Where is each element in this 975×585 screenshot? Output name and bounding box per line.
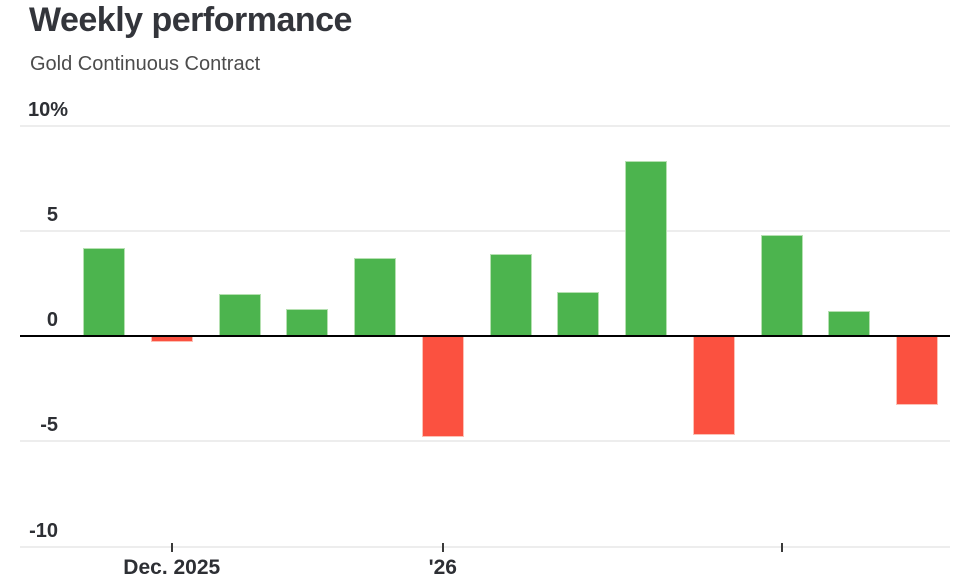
x-axis-label: Dec. 2025 — [123, 556, 221, 579]
x-axis-tick — [441, 543, 444, 552]
gridline — [20, 440, 950, 443]
y-axis-label: 5 — [46, 203, 58, 226]
bar-week-5 — [354, 258, 396, 336]
y-axis-label: 10% — [27, 98, 68, 121]
y-axis-label: 0 — [46, 309, 58, 331]
x-axis-tick — [780, 543, 783, 552]
bar-week-7 — [489, 253, 532, 336]
bar-week-6 — [421, 335, 464, 438]
y-axis-label: -5 — [40, 414, 58, 437]
bar-week-13 — [896, 335, 938, 406]
bar-week-12 — [828, 310, 871, 336]
bar-week-1 — [83, 247, 125, 336]
bar-week-3 — [218, 293, 261, 336]
bar-week-8 — [557, 291, 600, 336]
zero-axis-line — [20, 334, 950, 337]
gridline — [20, 124, 950, 127]
bar-week-10 — [692, 335, 735, 435]
x-axis-tick — [170, 543, 173, 552]
bar-week-2 — [150, 335, 193, 343]
bar-week-4 — [286, 308, 329, 336]
x-axis-label: '26 — [428, 556, 457, 579]
chart-title: Weekly performance — [29, 1, 352, 39]
bar-week-11 — [760, 234, 803, 336]
gridline — [20, 229, 950, 232]
bar-week-9 — [625, 161, 667, 336]
gridline — [20, 545, 950, 548]
y-axis-label: -10 — [29, 519, 58, 542]
chart-subtitle: Gold Continuous Contract — [30, 53, 261, 75]
